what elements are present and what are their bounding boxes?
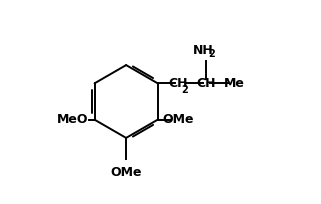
Text: NH: NH: [193, 44, 213, 57]
Text: CH: CH: [196, 76, 216, 89]
Text: MeO: MeO: [57, 113, 89, 126]
Text: OMe: OMe: [163, 113, 194, 126]
Text: Me: Me: [224, 76, 245, 89]
Text: OMe: OMe: [110, 165, 142, 178]
Text: 2: 2: [208, 49, 215, 59]
Text: CH: CH: [168, 76, 187, 89]
Text: 2: 2: [181, 84, 188, 94]
